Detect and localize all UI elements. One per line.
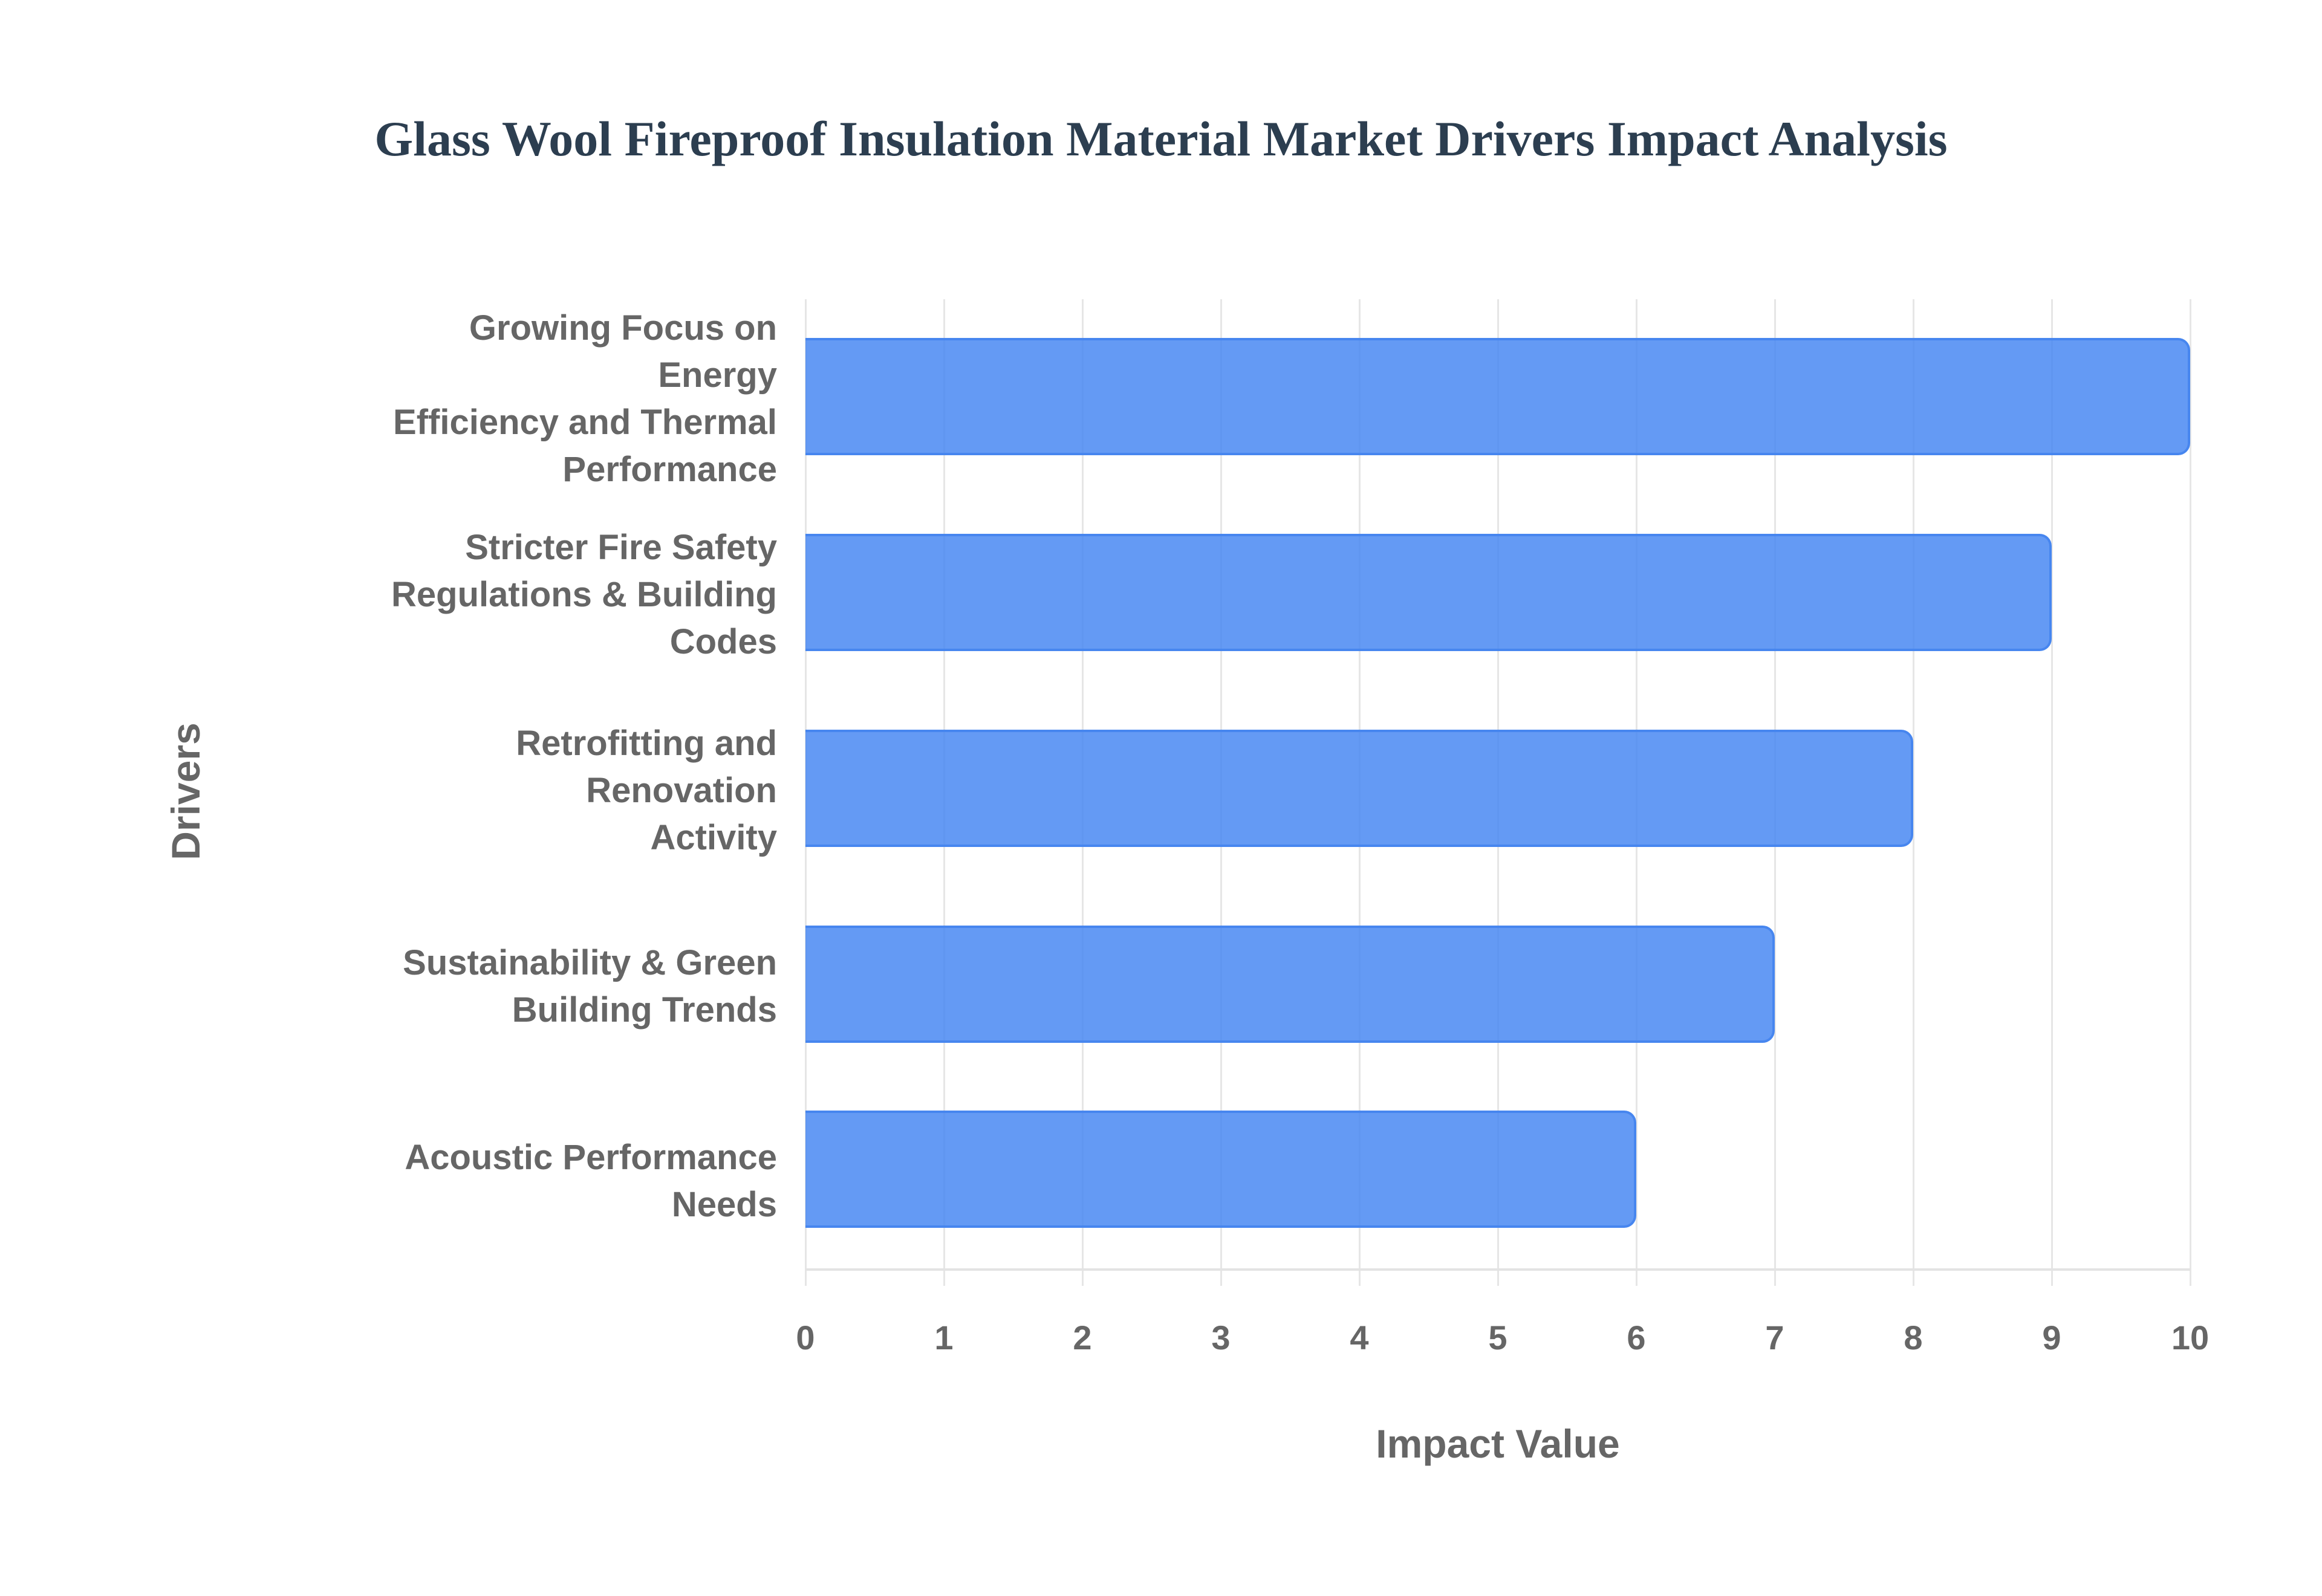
category-label: Sustainability & Green Building Trends: [403, 943, 777, 1030]
gridline-8: [1913, 299, 1914, 1286]
chart-title: Glass Wool Fireproof Insulation Material…: [374, 111, 1948, 166]
gridline-10: [2190, 299, 2191, 1286]
x-tick-label: 10: [2171, 1319, 2210, 1357]
category-label: Retrofitting and Renovation Activity: [516, 724, 777, 857]
x-tick-label: 6: [1627, 1319, 1646, 1357]
x-tick-label: 7: [1765, 1319, 1784, 1357]
x-tick-label: 0: [796, 1319, 815, 1357]
x-tick-label: 4: [1350, 1319, 1369, 1357]
bar-fire-safety-regulations[interactable]: [805, 534, 2052, 651]
x-tick-label: 8: [1904, 1319, 1923, 1357]
y-axis-title: Drivers: [163, 722, 208, 860]
category-label: Acoustic Performance Needs: [405, 1138, 777, 1224]
category-label: Growing Focus on Energy Efficiency and T…: [393, 308, 777, 489]
bar-retrofitting[interactable]: [805, 730, 1913, 847]
x-axis-title: Impact Value: [1376, 1421, 1620, 1466]
x-tick-label: 1: [934, 1319, 954, 1357]
category-label: Stricter Fire Safety Regulations & Build…: [391, 528, 777, 661]
x-tick-label: 9: [2042, 1319, 2061, 1357]
x-axis-line: [805, 1268, 2190, 1271]
plot-area: [805, 299, 2191, 1286]
x-tick-label: 3: [1211, 1319, 1231, 1357]
gridline-9: [2051, 299, 2053, 1286]
bar-energy-efficiency[interactable]: [805, 338, 2190, 455]
x-tick-label: 5: [1488, 1319, 1507, 1357]
bar-sustainability[interactable]: [805, 926, 1775, 1043]
bar-acoustic[interactable]: [805, 1111, 1636, 1228]
x-tick-label: 2: [1073, 1319, 1092, 1357]
